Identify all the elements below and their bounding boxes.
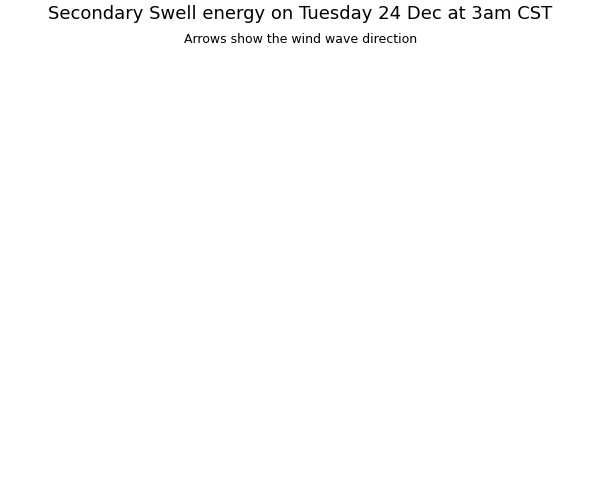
Text: Arrows show the wind wave direction: Arrows show the wind wave direction [184,34,417,46]
Text: Secondary Swell energy on Tuesday 24 Dec at 3am CST: Secondary Swell energy on Tuesday 24 Dec… [48,5,553,23]
Text: Map requires cartopy: Map requires cartopy [212,261,389,279]
